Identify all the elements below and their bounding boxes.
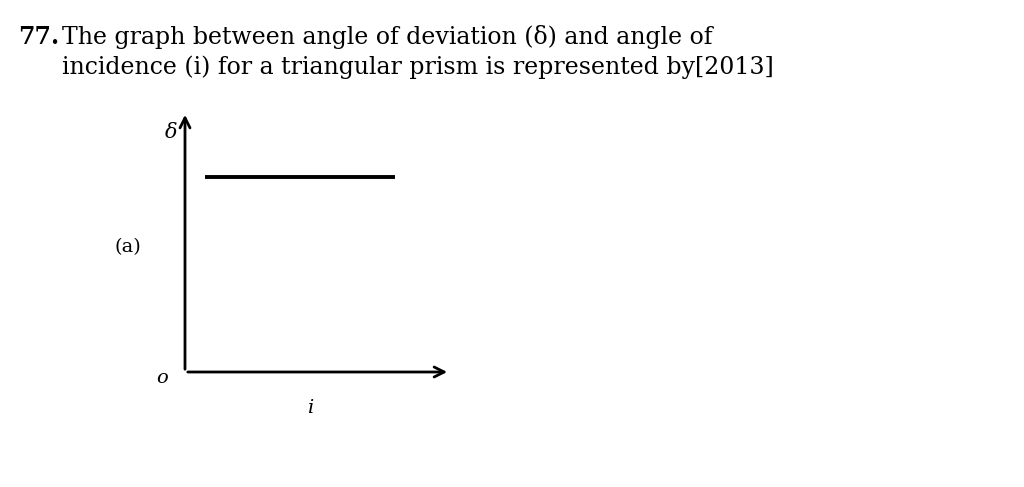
Text: o: o: [157, 369, 168, 387]
Text: The graph between angle of deviation (δ) and angle of: The graph between angle of deviation (δ)…: [62, 25, 713, 49]
Text: i: i: [307, 399, 313, 417]
Text: incidence (i) for a triangular prism is represented by[2013]: incidence (i) for a triangular prism is …: [62, 55, 774, 78]
Text: 77.: 77.: [18, 25, 59, 49]
Text: δ: δ: [165, 123, 178, 142]
Text: (a): (a): [115, 238, 141, 256]
